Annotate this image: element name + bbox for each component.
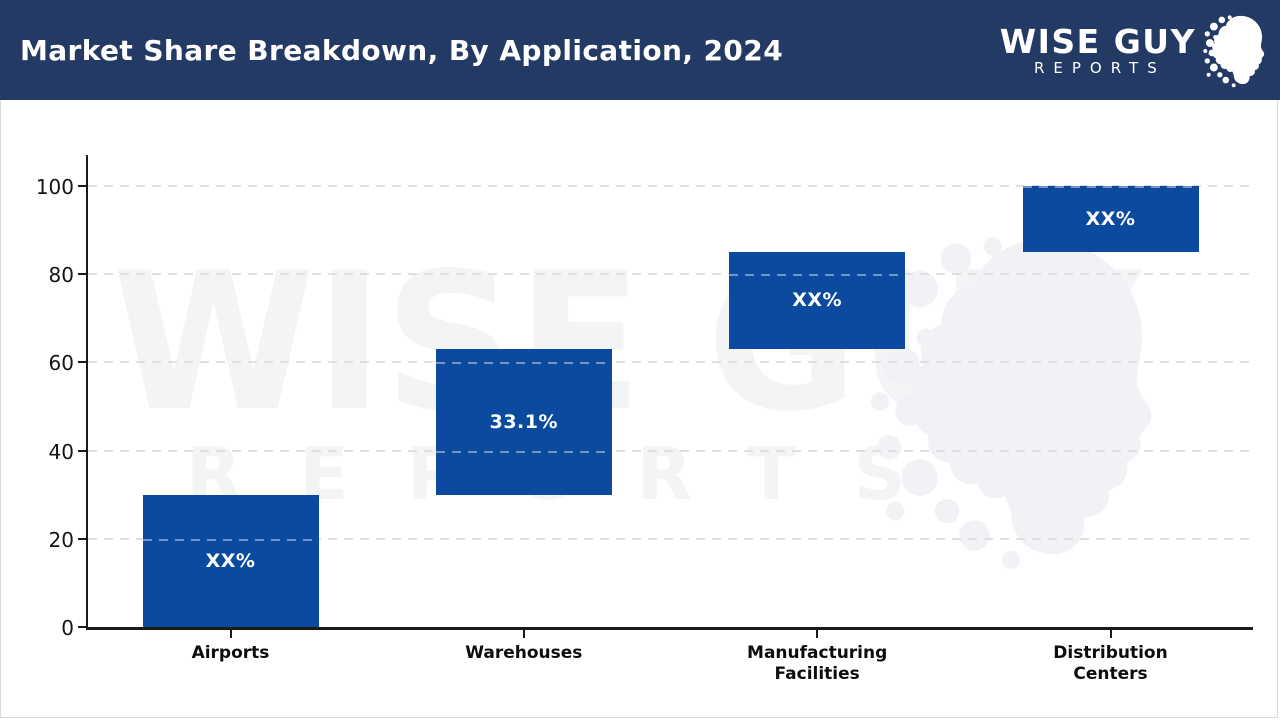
x-category-label: Manufacturing Facilities bbox=[747, 643, 888, 684]
x-tick-1 bbox=[522, 630, 525, 638]
y-tick-label-80: 80 bbox=[48, 263, 74, 288]
bar-airports: XX% bbox=[142, 494, 319, 627]
logo-subtext: REPORTS bbox=[1033, 58, 1166, 77]
y-tick-label-100: 100 bbox=[35, 175, 74, 199]
gridline-60 bbox=[88, 361, 1253, 364]
gridline-40 bbox=[88, 449, 1253, 452]
bar-value-label: XX% bbox=[792, 289, 843, 312]
gridline-20 bbox=[88, 537, 1253, 540]
y-axis-line bbox=[86, 155, 88, 630]
y-tick-40 bbox=[78, 449, 86, 452]
y-tick-0 bbox=[78, 626, 86, 628]
logo-head-icon bbox=[1202, 7, 1268, 93]
gridline-over-bar bbox=[142, 538, 319, 541]
x-axis-line bbox=[86, 627, 1253, 630]
y-tick-label-20: 20 bbox=[48, 527, 74, 552]
gridline-80 bbox=[88, 273, 1253, 276]
x-category-label: Warehouses bbox=[465, 643, 583, 663]
gridline-over-bar bbox=[1022, 186, 1199, 188]
brand-logo-text: WISE GUY REPORTS bbox=[1000, 25, 1196, 76]
bar-distribution-centers: XX% bbox=[1022, 186, 1199, 252]
chart-area: WISE GUY REPORTS 020406080100XX%33.1%XX%… bbox=[0, 100, 1280, 720]
gridline-100 bbox=[88, 185, 1253, 187]
bar-manufacturing-facilities: XX% bbox=[729, 251, 906, 349]
gridline-over-bar bbox=[729, 274, 906, 277]
x-tick-0 bbox=[229, 630, 232, 638]
brand-logo: WISE GUY REPORTS bbox=[1000, 4, 1268, 96]
header-bar: Market Share Breakdown, By Application, … bbox=[0, 0, 1280, 100]
x-category-label: Airports bbox=[191, 643, 270, 663]
page-title: Market Share Breakdown, By Application, … bbox=[20, 33, 784, 67]
bar-value-label: XX% bbox=[1085, 207, 1136, 230]
x-category-label: Distribution Centers bbox=[1053, 643, 1168, 684]
y-tick-20 bbox=[78, 537, 86, 540]
x-tick-2 bbox=[816, 630, 819, 638]
y-tick-80 bbox=[78, 273, 86, 276]
bar-value-label: XX% bbox=[205, 549, 256, 572]
y-tick-60 bbox=[78, 361, 86, 364]
y-tick-label-60: 60 bbox=[48, 351, 74, 376]
x-tick-3 bbox=[1109, 630, 1112, 638]
y-tick-label-0: 0 bbox=[61, 616, 74, 640]
y-tick-label-40: 40 bbox=[48, 439, 74, 464]
bar-warehouses: 33.1% bbox=[435, 348, 612, 495]
logo-wordmark: WISE GUY bbox=[999, 21, 1196, 61]
gridline-over-bar bbox=[435, 362, 612, 365]
y-tick-100 bbox=[78, 185, 86, 187]
bar-value-label: 33.1% bbox=[489, 410, 559, 433]
gridline-over-bar bbox=[435, 450, 612, 453]
